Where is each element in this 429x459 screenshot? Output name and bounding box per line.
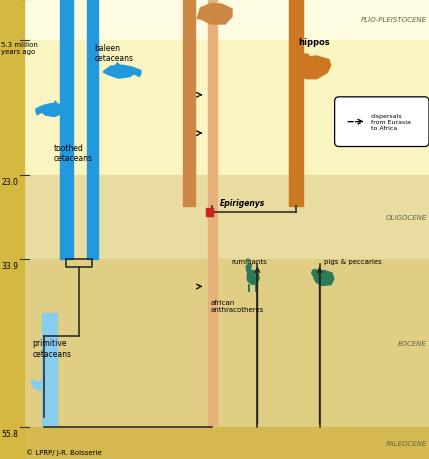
Text: EOCENE: EOCENE [398,340,427,346]
Polygon shape [248,259,250,263]
Polygon shape [30,380,37,385]
Bar [183,0,195,207]
Text: © LPRP/ J-R. Boisserie: © LPRP/ J-R. Boisserie [26,448,102,455]
Text: toothed
cetaceans: toothed cetaceans [54,143,93,162]
Polygon shape [103,65,142,80]
Polygon shape [295,56,331,80]
Text: 5.3 million
years ago: 5.3 million years ago [1,42,38,56]
Polygon shape [53,101,58,105]
Text: 23.0: 23.0 [1,178,18,187]
Bar [208,0,217,425]
Polygon shape [293,54,310,62]
Polygon shape [311,269,318,277]
FancyBboxPatch shape [335,98,429,147]
Polygon shape [246,259,248,263]
Bar [0,0,429,40]
Text: pigs & peccaries: pigs & peccaries [324,258,382,264]
Text: african
anthracotheres: african anthracotheres [210,300,263,313]
Polygon shape [196,4,233,26]
Text: PALEOCENE: PALEOCENE [386,440,427,446]
Bar [60,0,73,259]
Polygon shape [32,381,58,391]
Text: 33.9: 33.9 [1,261,18,270]
Bar [289,0,303,207]
Bar [87,0,97,259]
Bar [0,40,429,176]
Text: MIOCENE: MIOCENE [394,105,427,111]
Bar [0,427,429,459]
Text: baleen
cetaceans: baleen cetaceans [94,44,133,63]
Text: PLIO-PLEISTOCENE: PLIO-PLEISTOCENE [361,17,427,23]
Text: Epirigenys: Epirigenys [220,198,265,207]
Text: ruminants: ruminants [231,258,267,264]
Text: 55.8: 55.8 [1,429,18,438]
Polygon shape [115,62,120,66]
Bar [0,0,24,459]
Text: hippos: hippos [298,38,330,46]
Bar [0,259,429,427]
Text: primitive
cetaceans: primitive cetaceans [32,338,71,358]
Bar [206,209,213,217]
Polygon shape [246,270,260,285]
Text: OLIGOCENE: OLIGOCENE [386,215,427,221]
Polygon shape [245,263,252,273]
Polygon shape [255,285,257,292]
Polygon shape [248,285,250,292]
Bar [42,313,57,425]
Text: dispersals
from Eurasia
to Africa: dispersals from Eurasia to Africa [371,114,411,131]
Polygon shape [313,270,335,286]
Polygon shape [35,104,68,118]
Bar [0,176,429,259]
